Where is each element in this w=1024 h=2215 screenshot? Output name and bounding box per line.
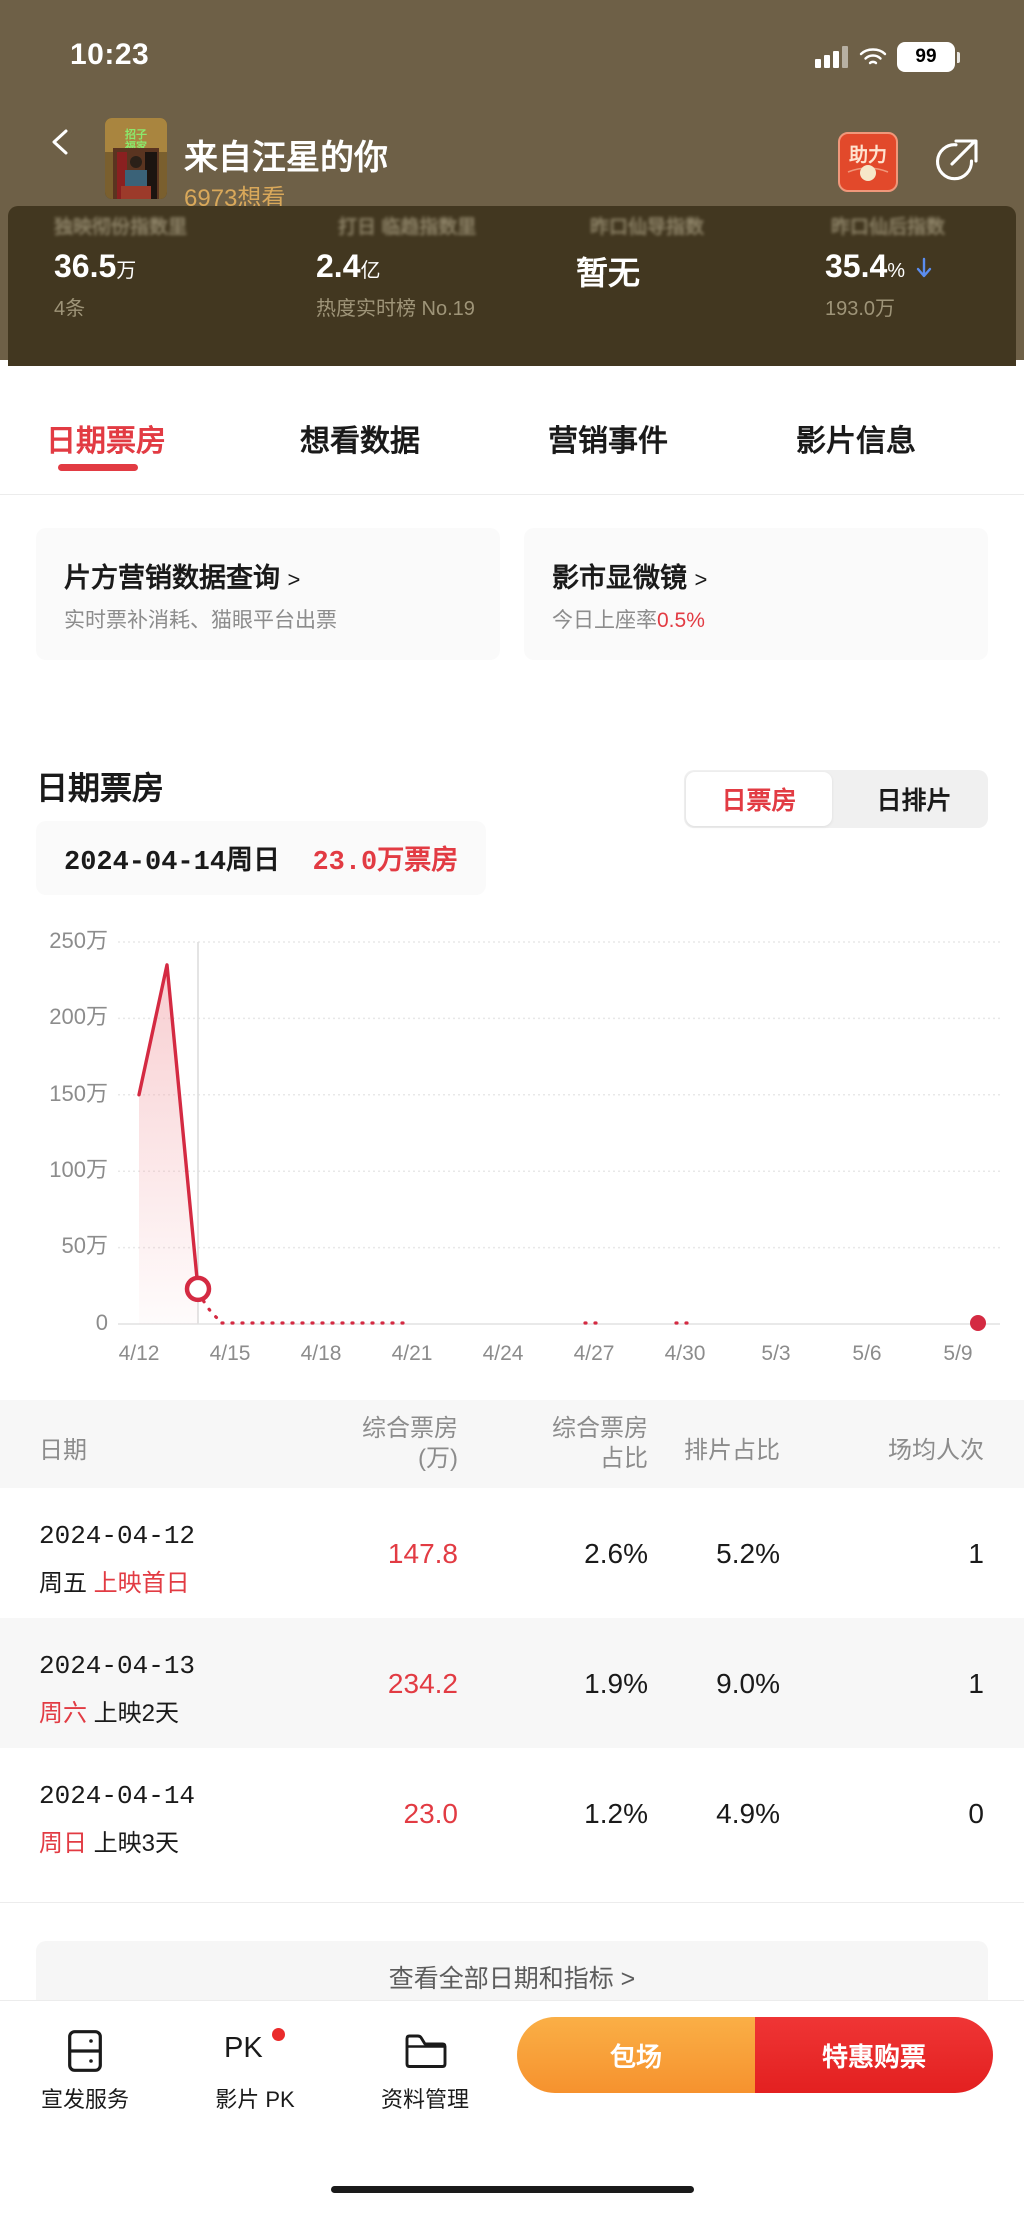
svg-text:招子: 招子 (125, 127, 147, 141)
svg-text:0: 0 (96, 1310, 108, 1335)
svg-text:4/21: 4/21 (392, 1342, 433, 1365)
svg-text:助力: 助力 (849, 143, 887, 166)
svg-text:250万: 250万 (49, 930, 108, 953)
svg-text:4/12: 4/12 (119, 1342, 160, 1365)
svg-text:5/3: 5/3 (761, 1342, 790, 1365)
svg-text:100万: 100万 (49, 1157, 108, 1182)
svg-text:200万: 200万 (49, 1004, 108, 1029)
svg-text:5/9: 5/9 (943, 1342, 972, 1365)
svg-text:50万: 50万 (62, 1233, 108, 1258)
svg-text:4/15: 4/15 (210, 1342, 251, 1365)
svg-text:4/30: 4/30 (665, 1342, 706, 1365)
svg-text:4/24: 4/24 (483, 1342, 524, 1365)
svg-text:4/27: 4/27 (574, 1342, 615, 1365)
svg-text:4/18: 4/18 (301, 1342, 342, 1365)
svg-text:5/6: 5/6 (852, 1342, 881, 1365)
svg-text:150万: 150万 (49, 1081, 108, 1106)
